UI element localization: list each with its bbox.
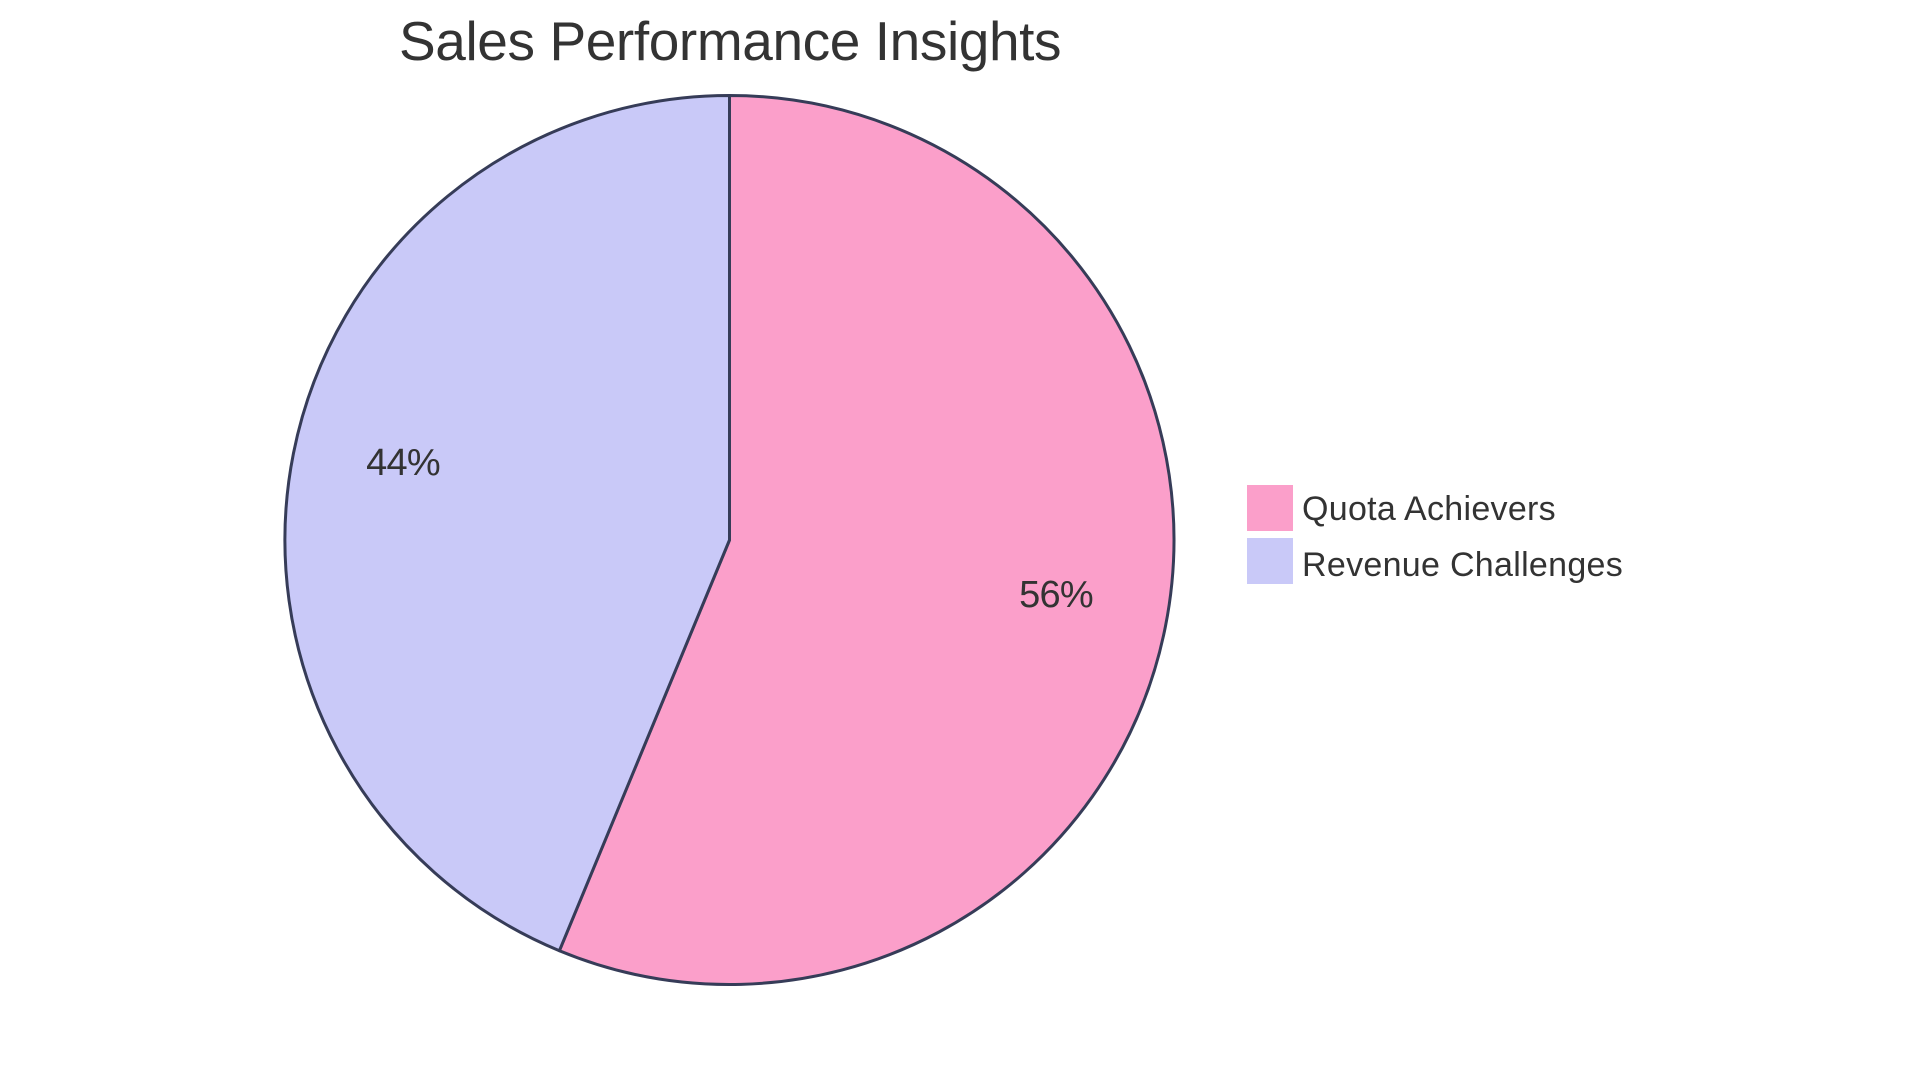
svg-text:44%: 44%: [366, 442, 440, 484]
svg-text:Revenue Challenges: Revenue Challenges: [1302, 546, 1623, 584]
svg-text:Quota Achievers: Quota Achievers: [1302, 490, 1556, 528]
svg-text:Sales Performance Insights: Sales Performance Insights: [399, 10, 1061, 72]
svg-text:56%: 56%: [1019, 574, 1093, 616]
